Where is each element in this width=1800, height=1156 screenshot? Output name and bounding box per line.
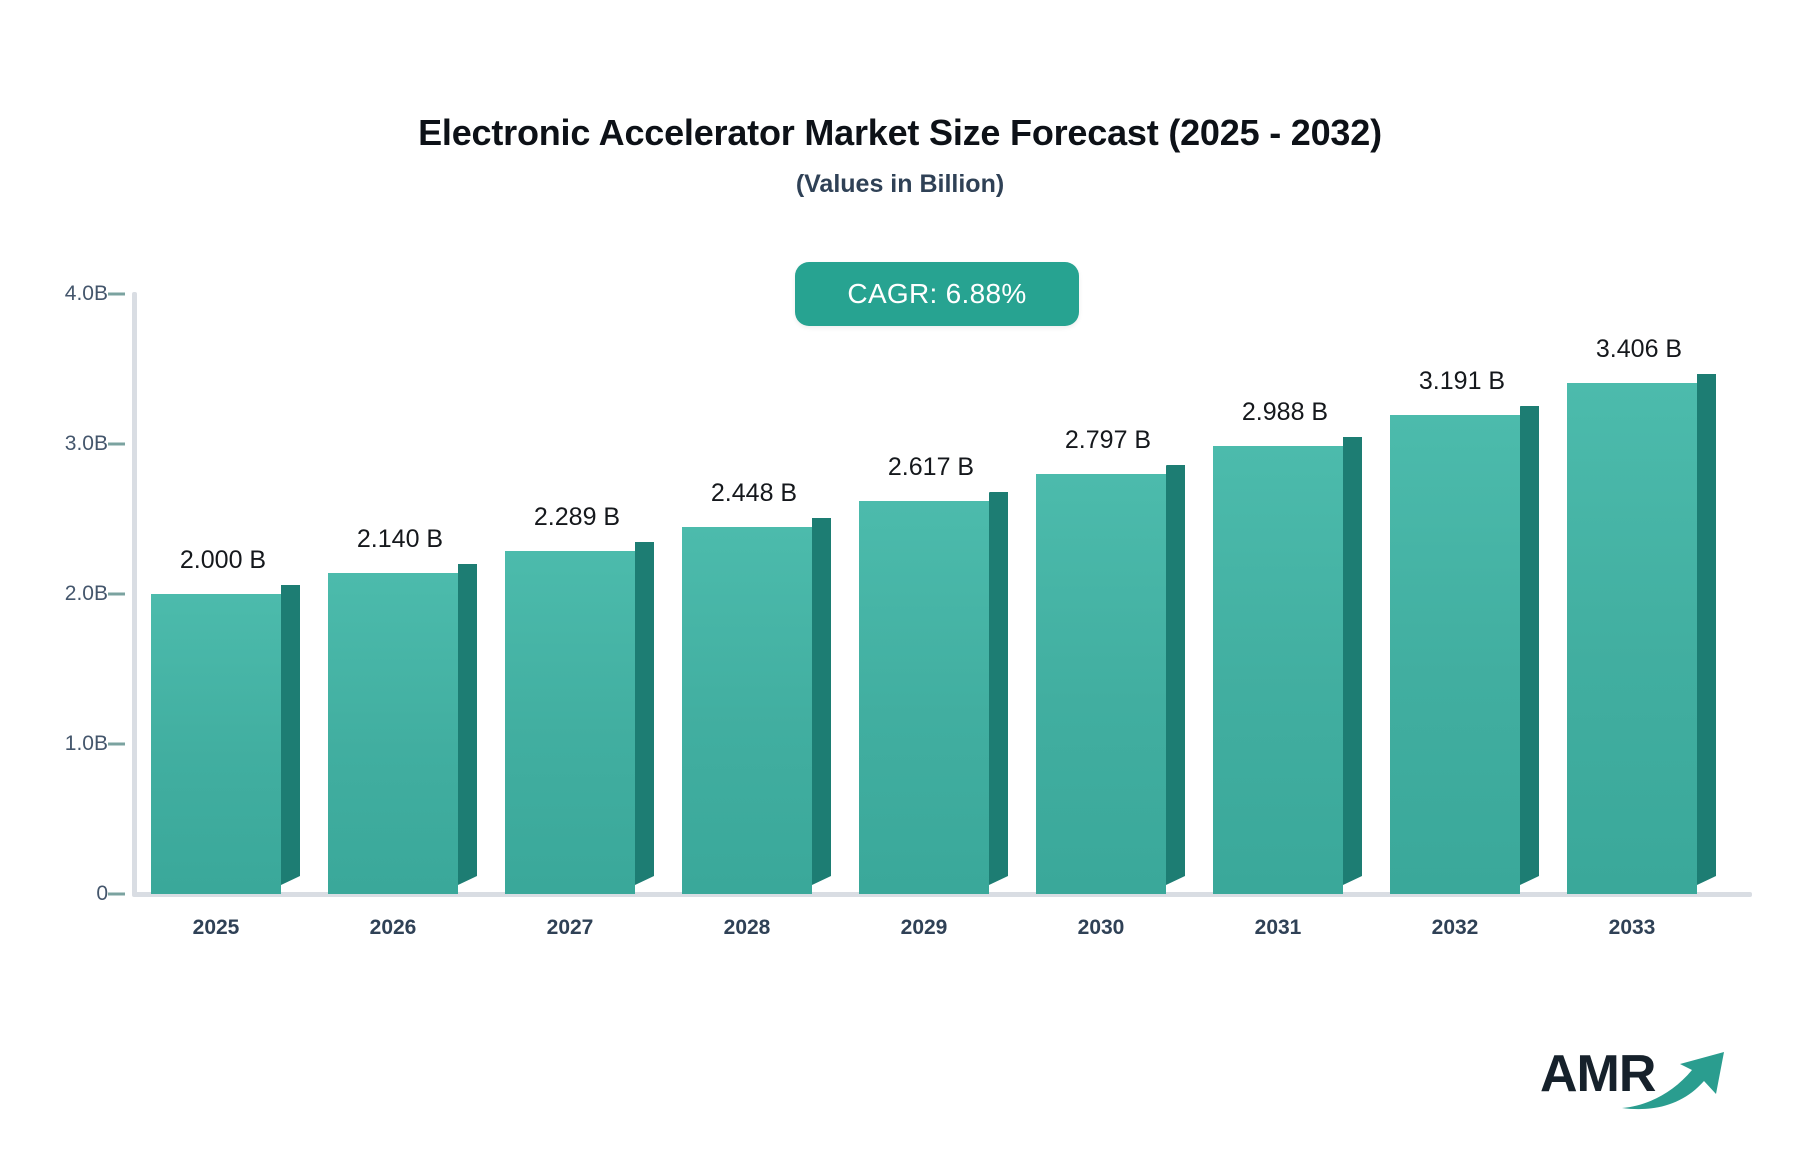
bar[interactable]	[151, 594, 281, 894]
bar-front-face	[1567, 383, 1697, 894]
y-axis-tick-mark	[108, 592, 125, 596]
bar-value-label: 3.406 B	[1595, 335, 1683, 364]
page-subtitle: (Values in Billion)	[795, 170, 1005, 198]
bar[interactable]	[505, 551, 635, 894]
x-axis-tick-label: 2026	[369, 916, 417, 939]
bar-value-label: 2.988 B	[1241, 397, 1329, 426]
bar-front-face	[328, 573, 458, 894]
bar-front-face	[1390, 415, 1520, 894]
x-axis-tick-label: 2033	[1608, 916, 1656, 939]
bar-value-label: 2.797 B	[1064, 426, 1152, 455]
y-axis-tick-mark	[108, 442, 125, 446]
page-title: Electronic Accelerator Market Size Forec…	[418, 112, 1382, 153]
x-axis-tick-label: 2031	[1254, 916, 1302, 939]
bar-value-label: 2.617 B	[887, 453, 975, 482]
growth-arrow-icon	[1622, 1052, 1724, 1110]
bar-front-face	[859, 501, 989, 894]
bar-side-face	[458, 564, 477, 885]
y-axis-tick-mark	[108, 292, 125, 296]
x-axis-tick-label: 2029	[900, 916, 948, 939]
y-axis-tick-label: 2.0B	[64, 582, 108, 605]
amr-logo: AMR	[1540, 1042, 1740, 1112]
cagr-badge: CAGR: 6.88%	[795, 262, 1079, 326]
bar-side-face	[1166, 465, 1185, 885]
bar[interactable]	[859, 501, 989, 894]
x-axis-tick-label: 2032	[1431, 916, 1479, 939]
bar[interactable]	[1390, 415, 1520, 894]
bar-front-face	[682, 526, 812, 894]
bar[interactable]	[328, 573, 458, 894]
amr-logo-text: AMR	[1540, 1045, 1656, 1103]
bar-value-label: 2.448 B	[710, 478, 798, 507]
bar-value-label: 2.000 B	[179, 546, 267, 574]
bar-value-label: 2.140 B	[356, 525, 444, 553]
y-axis-tick-label: 0	[96, 882, 108, 905]
bar-side-face	[1343, 437, 1362, 885]
bar-front-face	[505, 550, 635, 894]
y-axis-tick-label: 4.0B	[64, 282, 108, 305]
bar[interactable]	[1036, 474, 1166, 894]
bar-value-label: 3.191 B	[1418, 367, 1506, 396]
x-axis-line	[132, 892, 1752, 897]
bar[interactable]	[1567, 383, 1697, 894]
x-axis-tick-label: 2030	[1077, 916, 1125, 939]
bar-front-face	[1036, 474, 1166, 894]
bar-side-face	[1520, 406, 1539, 885]
bar-value-label: 2.289 B	[533, 502, 621, 531]
bar-side-face	[281, 585, 300, 885]
x-axis-tick-label: 2028	[723, 916, 771, 939]
bar-side-face	[812, 518, 831, 885]
y-axis-tick-mark	[108, 742, 125, 746]
x-axis-tick-label: 2027	[546, 916, 594, 939]
bar[interactable]	[1213, 446, 1343, 894]
bar-front-face	[1213, 445, 1343, 894]
cagr-badge-label: CAGR: 6.88%	[847, 278, 1027, 309]
bar[interactable]	[682, 527, 812, 894]
y-axis-tick-mark	[108, 892, 125, 896]
bar-side-face	[635, 542, 654, 885]
bar-side-face	[989, 492, 1008, 885]
y-axis-line	[132, 292, 137, 896]
bar-side-face	[1697, 374, 1716, 885]
y-axis-tick-label: 3.0B	[64, 432, 108, 455]
bar-front-face	[151, 594, 281, 894]
x-axis-tick-label: 2025	[192, 916, 240, 939]
y-axis-tick-label: 1.0B	[64, 732, 108, 755]
